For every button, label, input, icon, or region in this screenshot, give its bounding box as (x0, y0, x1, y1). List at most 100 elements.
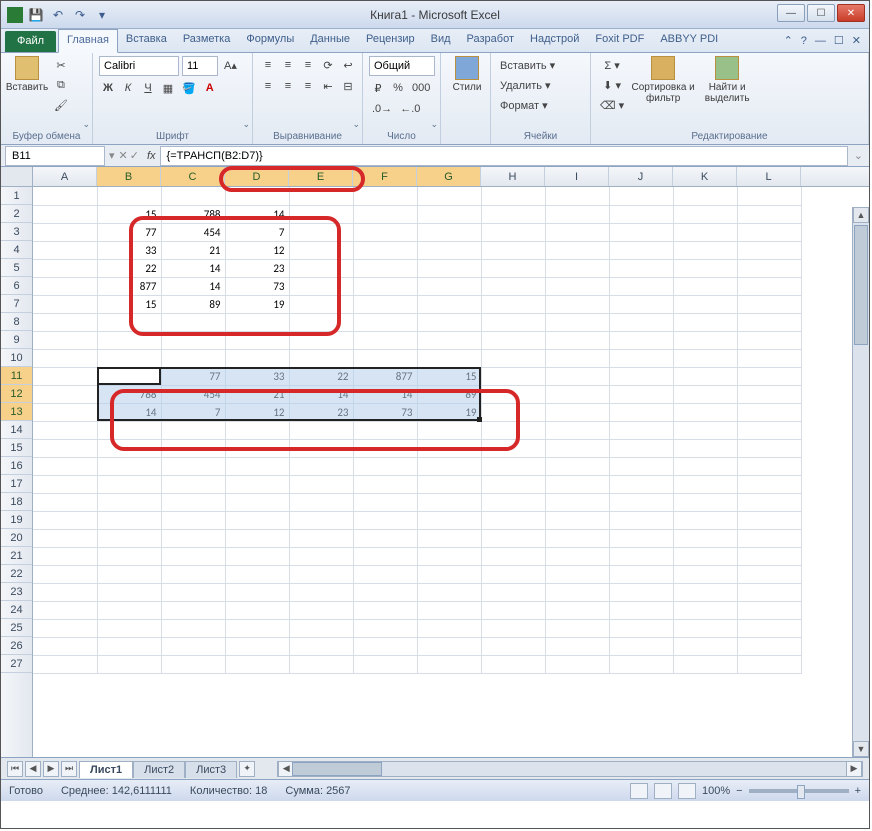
cell[interactable] (289, 187, 353, 205)
cell[interactable] (673, 457, 737, 475)
cancel-formula-icon[interactable]: ✕ (119, 149, 128, 162)
cell[interactable] (97, 421, 161, 439)
cell[interactable] (545, 241, 609, 259)
tab-рецензир[interactable]: Рецензир (358, 29, 423, 52)
column-header[interactable]: F (353, 167, 417, 186)
cell[interactable] (353, 349, 417, 367)
cell[interactable] (225, 439, 289, 457)
cell[interactable] (481, 457, 545, 475)
doc-close-icon[interactable]: ✕ (852, 34, 861, 47)
percent-button[interactable]: % (389, 79, 407, 97)
cell[interactable] (417, 637, 481, 655)
cell[interactable] (545, 637, 609, 655)
row-header[interactable]: 3 (1, 223, 32, 241)
sheet-tab[interactable]: Лист3 (185, 761, 237, 778)
cell[interactable]: 33 (97, 241, 161, 259)
cell[interactable] (289, 475, 353, 493)
cell[interactable] (673, 277, 737, 295)
sheet-tab[interactable]: Лист2 (133, 761, 185, 778)
decrease-indent-button[interactable]: ⇤ (319, 77, 337, 95)
cell[interactable] (481, 655, 545, 673)
cell[interactable] (417, 511, 481, 529)
cell[interactable] (353, 205, 417, 223)
zoom-out-button[interactable]: − (736, 785, 742, 797)
cell[interactable] (737, 295, 801, 313)
row-header[interactable]: 6 (1, 277, 32, 295)
cell[interactable] (225, 637, 289, 655)
ribbon-minimize-icon[interactable]: ⌃ (784, 34, 793, 47)
cell[interactable] (353, 457, 417, 475)
cell[interactable] (673, 493, 737, 511)
cell[interactable] (545, 529, 609, 547)
cell[interactable] (33, 349, 97, 367)
cell[interactable] (609, 295, 673, 313)
cell[interactable]: 73 (225, 277, 289, 295)
cell[interactable] (161, 619, 225, 637)
doc-minimize-icon[interactable]: — (815, 35, 826, 47)
cell[interactable] (417, 439, 481, 457)
cell[interactable] (545, 493, 609, 511)
tab-разметка[interactable]: Разметка (175, 29, 239, 52)
cell[interactable] (481, 619, 545, 637)
cell[interactable] (161, 511, 225, 529)
zoom-slider[interactable] (749, 789, 849, 793)
cell[interactable] (353, 637, 417, 655)
cell[interactable] (545, 187, 609, 205)
cell[interactable] (289, 331, 353, 349)
cell[interactable] (417, 601, 481, 619)
cell[interactable] (417, 475, 481, 493)
cell[interactable] (609, 205, 673, 223)
cell[interactable] (417, 493, 481, 511)
clear-button[interactable]: ⌫ ▾ (597, 96, 627, 114)
cell[interactable] (545, 277, 609, 295)
cell[interactable]: 21 (225, 385, 289, 403)
column-header[interactable]: I (545, 167, 609, 186)
cell[interactable] (417, 331, 481, 349)
cell[interactable] (353, 439, 417, 457)
row-header[interactable]: 5 (1, 259, 32, 277)
number-launcher-icon[interactable]: ⌄ (430, 119, 438, 130)
cell[interactable] (353, 493, 417, 511)
cell[interactable] (417, 421, 481, 439)
cell[interactable] (417, 295, 481, 313)
cell[interactable]: 89 (417, 385, 481, 403)
cell[interactable] (673, 205, 737, 223)
format-cells-button[interactable]: Формат ▾ (497, 96, 589, 114)
row-header[interactable]: 13 (1, 403, 32, 421)
cell[interactable] (353, 187, 417, 205)
cell[interactable] (545, 565, 609, 583)
cell[interactable] (737, 511, 801, 529)
align-right-button[interactable]: ≡ (299, 77, 317, 95)
cell[interactable] (481, 385, 545, 403)
cell[interactable] (481, 259, 545, 277)
cell[interactable] (33, 529, 97, 547)
cell[interactable] (97, 187, 161, 205)
cell[interactable] (737, 439, 801, 457)
cell[interactable] (33, 439, 97, 457)
cell[interactable]: 788 (97, 385, 161, 403)
cell[interactable] (673, 547, 737, 565)
cell[interactable] (545, 295, 609, 313)
cell[interactable] (481, 187, 545, 205)
cell[interactable] (481, 241, 545, 259)
tab-вставка[interactable]: Вставка (118, 29, 175, 52)
cell[interactable] (97, 547, 161, 565)
cell[interactable] (417, 313, 481, 331)
cell[interactable] (33, 385, 97, 403)
cell[interactable] (289, 457, 353, 475)
cell[interactable] (97, 331, 161, 349)
cell[interactable] (161, 637, 225, 655)
align-top-button[interactable]: ≡ (259, 56, 277, 74)
cell[interactable] (737, 331, 801, 349)
cell[interactable] (417, 277, 481, 295)
cell[interactable] (353, 475, 417, 493)
zoom-level[interactable]: 100% (702, 785, 730, 797)
cell[interactable] (673, 367, 737, 385)
cell[interactable] (161, 583, 225, 601)
cell[interactable] (161, 187, 225, 205)
cell[interactable] (225, 547, 289, 565)
cell[interactable] (673, 223, 737, 241)
cell[interactable] (289, 637, 353, 655)
cell[interactable] (161, 601, 225, 619)
row-header[interactable]: 16 (1, 457, 32, 475)
